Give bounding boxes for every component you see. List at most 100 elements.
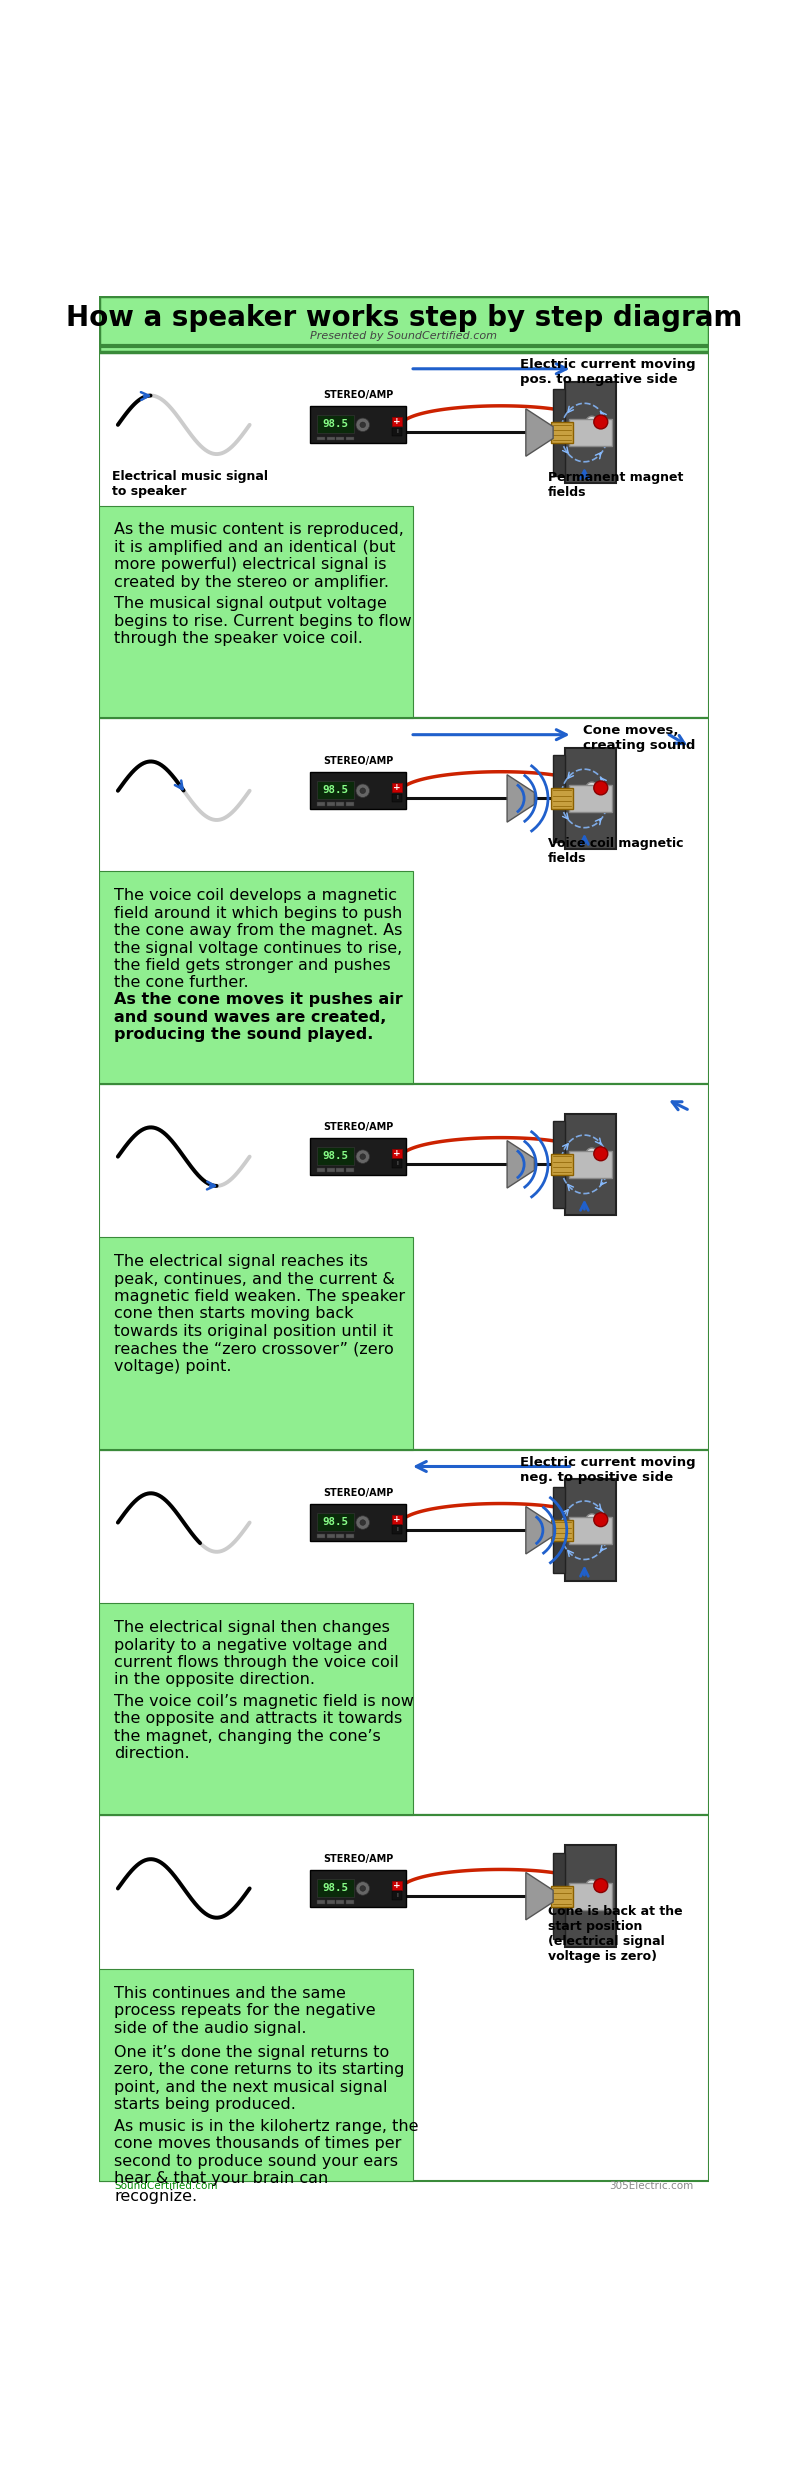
Bar <box>310 408 407 442</box>
Text: +: + <box>393 417 401 427</box>
Bar <box>392 793 402 803</box>
Text: Cone moves,
creating sound: Cone moves, creating sound <box>583 724 695 751</box>
Bar <box>346 803 354 805</box>
Bar <box>310 1504 407 1541</box>
Bar <box>317 781 354 800</box>
Circle shape <box>356 417 370 432</box>
Circle shape <box>356 1882 370 1894</box>
Bar <box>98 506 413 719</box>
Text: Presented by SoundCertified.com: Presented by SoundCertified.com <box>310 331 497 341</box>
Bar <box>336 1534 344 1539</box>
Bar <box>392 427 402 437</box>
Text: I: I <box>396 430 398 435</box>
Bar <box>346 437 354 440</box>
Circle shape <box>586 417 597 427</box>
Text: +: + <box>393 1882 401 1890</box>
Bar <box>317 437 325 440</box>
Text: 98.5: 98.5 <box>322 785 348 795</box>
Bar <box>327 803 335 805</box>
Circle shape <box>586 1514 597 1526</box>
Bar <box>565 1480 616 1581</box>
Text: The voice coil develops a magnetic
field around it which begins to push
the cone: The voice coil develops a magnetic field… <box>114 889 403 990</box>
Bar <box>569 785 612 813</box>
Polygon shape <box>526 1872 553 1919</box>
Bar <box>565 748 616 850</box>
Bar <box>317 1534 325 1539</box>
Bar <box>553 1852 565 1939</box>
Bar <box>336 1899 344 1904</box>
Bar <box>392 1880 402 1890</box>
Bar <box>392 1158 402 1168</box>
Bar <box>310 1870 407 1907</box>
Bar <box>327 437 335 440</box>
Bar <box>98 351 709 719</box>
Text: As music is in the kilohertz range, the
cone moves thousands of times per
second: As music is in the kilohertz range, the … <box>114 2119 418 2203</box>
Circle shape <box>360 1153 366 1158</box>
Bar <box>317 803 325 805</box>
Text: STEREO/AMP: STEREO/AMP <box>323 390 393 400</box>
Text: I: I <box>396 1526 398 1531</box>
Bar <box>98 872 413 1084</box>
Circle shape <box>356 783 370 798</box>
Circle shape <box>594 781 608 795</box>
Text: STEREO/AMP: STEREO/AMP <box>323 1852 393 1865</box>
Bar <box>553 390 565 477</box>
Bar <box>392 417 402 427</box>
Text: 98.5: 98.5 <box>322 1151 348 1161</box>
Bar <box>552 422 573 442</box>
Circle shape <box>356 1517 370 1529</box>
Bar <box>336 803 344 805</box>
Bar <box>317 1146 354 1166</box>
Circle shape <box>594 415 608 430</box>
Bar <box>98 719 709 1084</box>
Text: How a speaker works step by step diagram: How a speaker works step by step diagram <box>65 304 742 331</box>
Bar <box>552 1885 573 1907</box>
Text: Electric current moving
neg. to positive side: Electric current moving neg. to positive… <box>519 1455 695 1484</box>
Circle shape <box>586 783 597 793</box>
Bar <box>392 1149 402 1158</box>
Bar <box>327 1534 335 1539</box>
Polygon shape <box>526 1507 553 1554</box>
Text: STEREO/AMP: STEREO/AMP <box>323 1487 393 1497</box>
Polygon shape <box>526 410 553 457</box>
Bar <box>336 437 344 440</box>
Bar <box>336 1168 344 1173</box>
Text: As the music content is reproduced,
it is amplified and an identical (but
more p: As the music content is reproduced, it i… <box>114 524 404 590</box>
Circle shape <box>360 1885 366 1892</box>
Text: 98.5: 98.5 <box>322 1882 348 1892</box>
Circle shape <box>586 1880 597 1892</box>
Bar <box>317 1168 325 1173</box>
Circle shape <box>360 422 366 427</box>
Text: The musical signal output voltage
begins to rise. Current begins to flow
through: The musical signal output voltage begins… <box>114 595 411 647</box>
Bar <box>392 1526 402 1534</box>
Polygon shape <box>507 776 534 823</box>
Bar <box>98 1969 413 2181</box>
Bar <box>565 1114 616 1215</box>
Text: Permanent magnet
fields: Permanent magnet fields <box>548 472 683 499</box>
Bar <box>310 1139 407 1176</box>
Bar <box>565 1845 616 1946</box>
Text: Electrical music signal
to speaker: Electrical music signal to speaker <box>113 469 269 499</box>
Text: One it’s done the signal returns to
zero, the cone returns to its starting
point: One it’s done the signal returns to zero… <box>114 2045 404 2112</box>
Text: SoundCertified.com: SoundCertified.com <box>114 2181 217 2191</box>
Bar <box>98 1084 709 1450</box>
Bar <box>552 788 573 810</box>
Text: Electric current moving
pos. to negative side: Electric current moving pos. to negative… <box>519 358 695 385</box>
Text: I: I <box>396 795 398 800</box>
Bar <box>327 1899 335 1904</box>
Text: +: + <box>393 783 401 793</box>
Bar <box>565 383 616 484</box>
Bar <box>392 783 402 793</box>
Text: The voice coil’s magnetic field is now
the opposite and attracts it towards
the : The voice coil’s magnetic field is now t… <box>114 1694 414 1761</box>
Text: 98.5: 98.5 <box>322 420 348 430</box>
Bar <box>317 415 354 432</box>
Bar <box>553 1487 565 1573</box>
Text: I: I <box>396 1892 398 1897</box>
Text: The electrical signal reaches its
peak, continues, and the current &
magnetic fi: The electrical signal reaches its peak, … <box>114 1255 405 1373</box>
Bar <box>552 1519 573 1541</box>
Bar <box>98 1237 413 1450</box>
Bar <box>317 1899 325 1904</box>
Text: +: + <box>393 1514 401 1524</box>
Bar <box>98 1815 709 2181</box>
Circle shape <box>594 1146 608 1161</box>
